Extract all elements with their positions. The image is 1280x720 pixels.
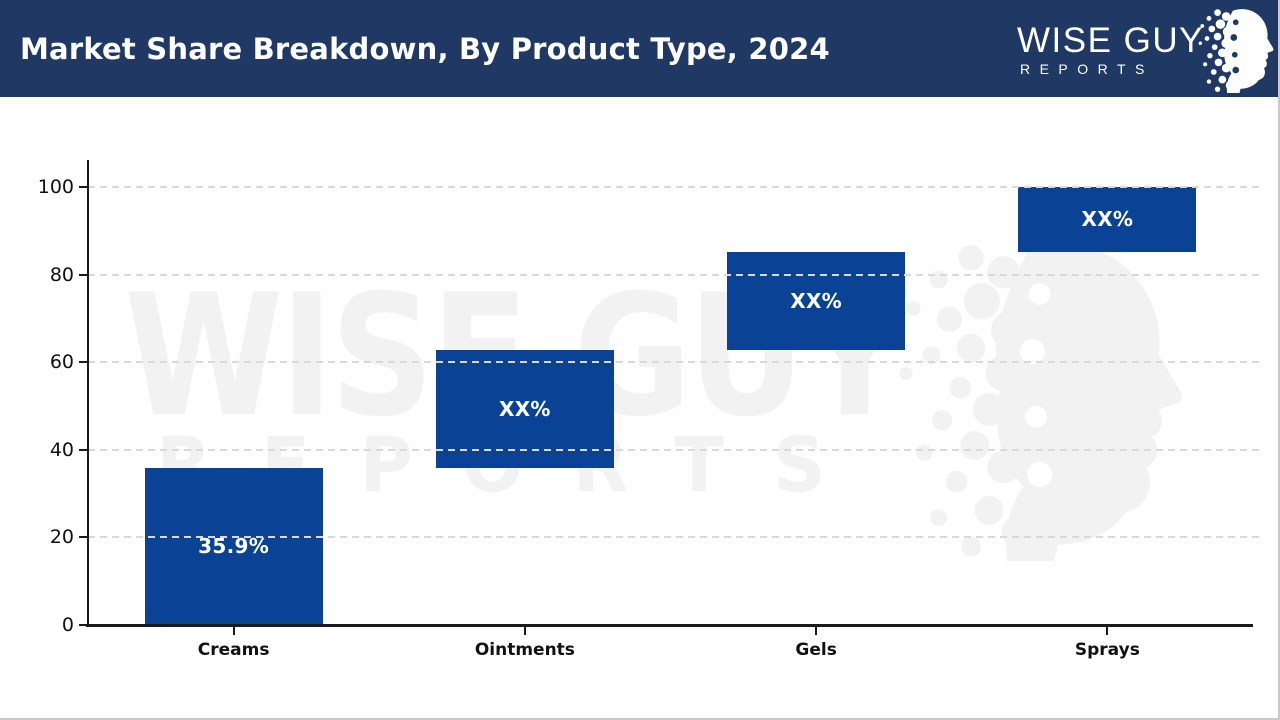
bar-creams: 35.9% <box>144 467 323 625</box>
x-tick-ointments <box>523 627 526 635</box>
x-tick-label-ointments: Ointments <box>474 640 575 660</box>
watermark-head-icon <box>852 206 1184 584</box>
frame-border-bottom <box>0 718 1280 720</box>
y-tick-40 <box>79 448 88 451</box>
y-tick-label-20: 20 <box>49 526 74 549</box>
wiseguy-logo: WISE GUY REPORTS <box>1017 4 1274 94</box>
wiseguy-head-icon <box>1186 4 1274 94</box>
x-tick-label-gels: Gels <box>795 640 837 660</box>
gridline-y40 <box>88 448 1262 451</box>
gridline-y60 <box>88 361 1262 364</box>
y-tick-label-60: 60 <box>49 351 74 374</box>
header-band: Market Share Breakdown, By Product Type,… <box>0 0 1280 97</box>
x-tick-sprays <box>1106 627 1109 635</box>
y-tick-60 <box>79 361 88 364</box>
y-tick-label-40: 40 <box>49 438 74 461</box>
y-tick-label-0: 0 <box>61 614 74 636</box>
waterfall-chart: 35.9% XX% XX% XX% 0 20 40 60 80 100 Creams Ointment… <box>0 97 1280 720</box>
gridline-y80 <box>88 273 1262 276</box>
y-tick-20 <box>79 536 88 539</box>
gridline-y100 <box>88 186 1262 188</box>
frame-border-right <box>1278 0 1280 720</box>
bar-gels: XX% <box>727 251 906 350</box>
wiseguy-logo-text: WISE GUY REPORTS <box>1017 23 1204 76</box>
page-title: Market Share Breakdown, By Product Type,… <box>20 31 830 66</box>
gridline-y20 <box>88 536 1262 539</box>
x-tick-creams <box>232 627 235 635</box>
bar-ointments: XX% <box>435 349 614 468</box>
y-tick-80 <box>79 273 88 276</box>
y-tick-100 <box>79 186 88 188</box>
x-tick-label-creams: Creams <box>197 640 270 660</box>
y-tick-0 <box>79 624 88 626</box>
bar-value-label: XX% <box>790 288 843 313</box>
y-tick-label-80: 80 <box>49 263 74 286</box>
bar-value-label: XX% <box>1081 207 1134 232</box>
y-tick-label-100: 100 <box>37 176 74 198</box>
logo-name-label: WISE GUY <box>1016 21 1204 60</box>
logo-subname-label: REPORTS <box>1019 61 1154 77</box>
x-tick-gels <box>815 627 818 635</box>
bar-sprays: XX% <box>1018 187 1197 252</box>
bar-value-label: XX% <box>498 396 551 421</box>
x-axis-line <box>86 624 1253 627</box>
y-axis-line <box>87 160 89 627</box>
x-tick-label-sprays: Sprays <box>1074 640 1140 660</box>
